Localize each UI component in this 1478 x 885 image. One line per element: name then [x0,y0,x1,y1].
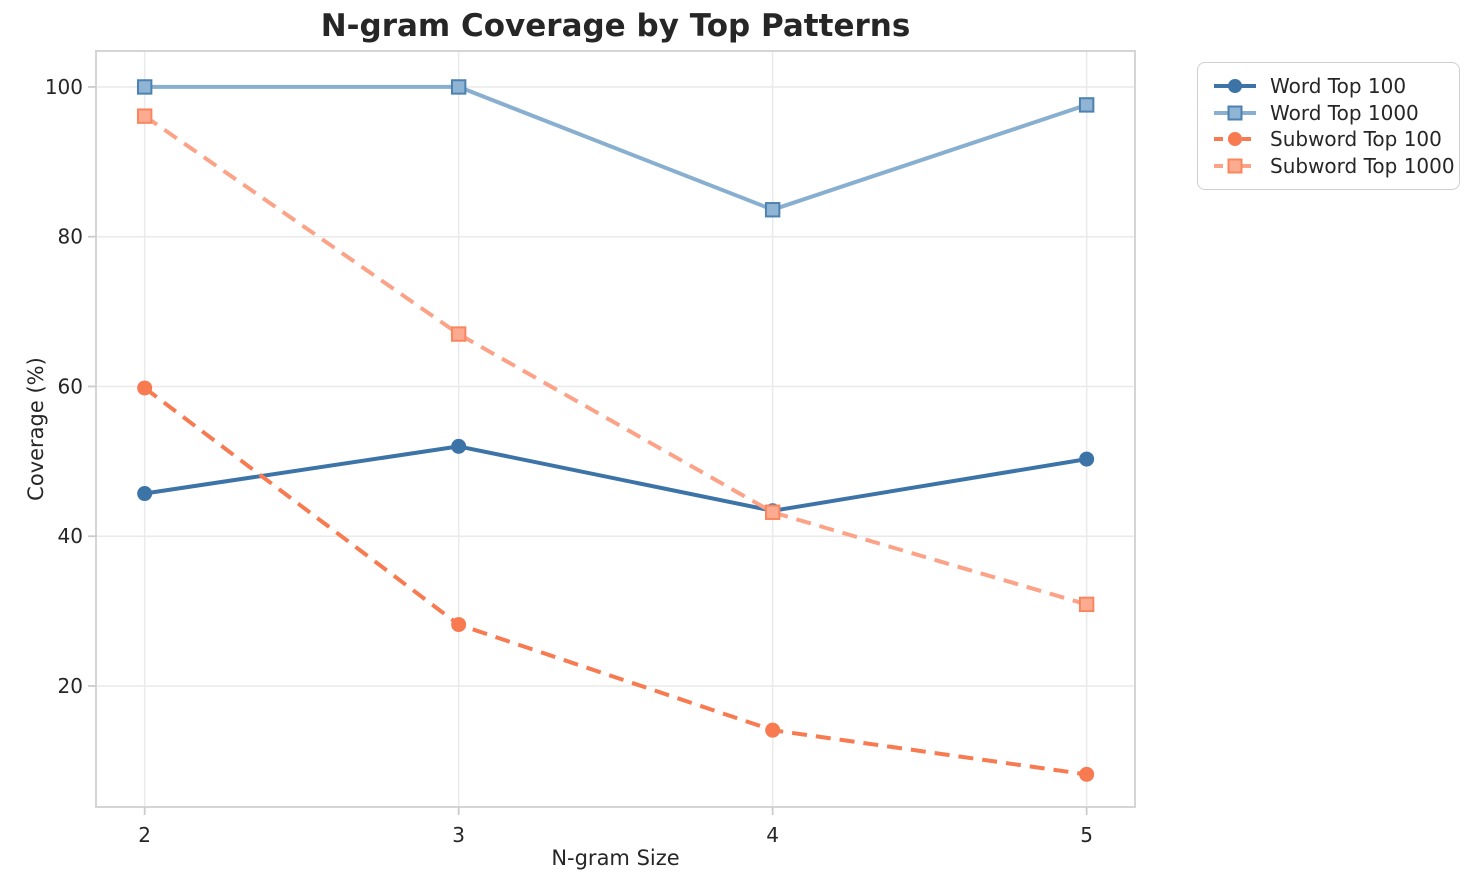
legend-item: Subword Top 1000 [1212,153,1455,179]
data-point [451,617,467,633]
data-point [764,504,781,520]
legend-swatch [1214,105,1256,121]
legend-marker [1228,132,1242,147]
data-point [136,108,153,124]
series-line-word-top-1000 [144,84,1088,212]
legend-item: Subword Top 100 [1212,126,1445,152]
data-point [765,722,781,738]
legend-swatch [1214,158,1256,174]
y-axis-label: Coverage (%) [24,357,48,501]
x-tick-label: 4 [766,823,779,847]
data-point [451,438,467,454]
legend-marker [1227,105,1243,121]
legend: Word Top 100 Word Top 1000 Subword Top 1… [1197,62,1460,190]
data-point [1079,451,1095,467]
data-point [764,202,781,218]
data-point [136,79,153,95]
y-tick-label: 40 [58,524,83,548]
legend-swatch [1214,132,1256,147]
data-point [450,79,467,95]
y-tick-label: 80 [58,225,83,249]
series-line-word-top-100 [144,444,1087,513]
data-point [1079,766,1095,782]
legend-label: Word Top 1000 [1270,100,1419,125]
legend-swatch [1214,79,1256,93]
chart-title: N-gram Coverage by Top Patterns [320,8,911,44]
data-point [137,380,153,396]
legend-label: Subword Top 100 [1270,127,1442,152]
data-point [137,486,153,502]
legend-item: Word Top 100 [1212,73,1445,99]
x-tick-label: 3 [452,823,465,847]
series-line-subword-top-100 [143,386,1087,777]
x-axis-label: N-gram Size [551,846,680,870]
legend-label: Word Top 100 [1270,74,1407,98]
y-tick-label: 100 [45,75,83,99]
legend-label: Subword Top 1000 [1270,153,1455,178]
data-point [1078,596,1095,613]
legend-marker [1228,79,1242,93]
x-tick-label: 2 [138,823,151,847]
data-point [1078,97,1095,113]
legend-marker [1227,158,1243,174]
y-tick-label: 20 [58,674,83,698]
data-point [450,326,467,342]
plot-border [95,50,1136,808]
x-tick-label: 5 [1080,823,1093,847]
series-line-subword-top-1000 [143,114,1088,607]
y-tick-label: 60 [58,374,83,398]
legend-item: Word Top 1000 [1212,100,1445,126]
